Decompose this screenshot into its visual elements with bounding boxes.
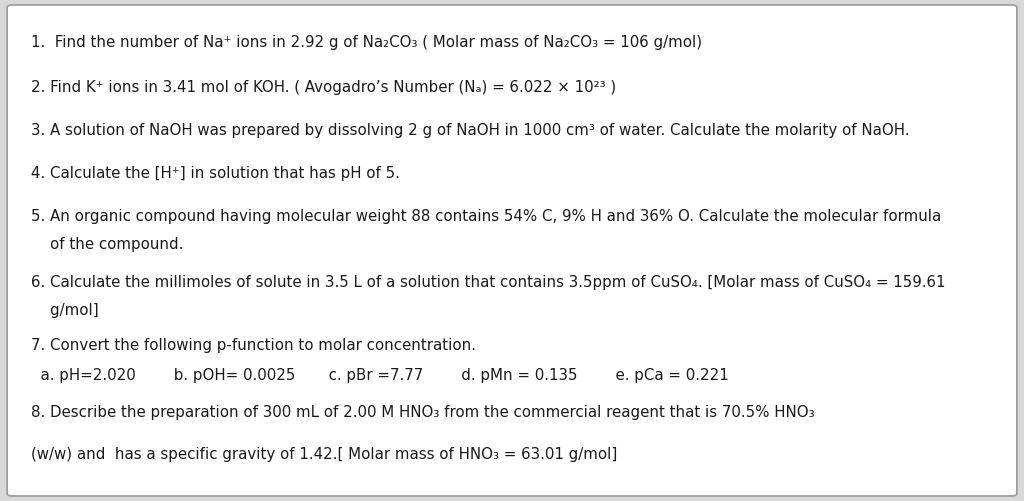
Text: 6. Calculate the millimoles of solute in 3.5 L of a solution that contains 3.5pp: 6. Calculate the millimoles of solute in… <box>31 275 945 290</box>
Text: (w/w) and  has a specific gravity of 1.42.[ Molar mass of HNO₃ = 63.01 g/mol]: (w/w) and has a specific gravity of 1.42… <box>31 447 617 462</box>
Text: 5. An organic compound having molecular weight 88 contains 54% C, 9% H and 36% O: 5. An organic compound having molecular … <box>31 209 941 224</box>
Text: 8. Describe the preparation of 300 mL of 2.00 M HNO₃ from the commercial reagent: 8. Describe the preparation of 300 mL of… <box>31 405 814 420</box>
Text: g/mol]: g/mol] <box>31 303 98 318</box>
Text: of the compound.: of the compound. <box>31 237 183 252</box>
Text: 4. Calculate the [H⁺] in solution that has pH of 5.: 4. Calculate the [H⁺] in solution that h… <box>31 166 399 181</box>
Text: 1.  Find the number of Na⁺ ions in 2.92 g of Na₂CO₃ ( Molar mass of Na₂CO₃ = 106: 1. Find the number of Na⁺ ions in 2.92 g… <box>31 35 701 50</box>
Text: 3. A solution of NaOH was prepared by dissolving 2 g of NaOH in 1000 cm³ of wate: 3. A solution of NaOH was prepared by di… <box>31 123 909 138</box>
Text: 7. Convert the following p-function to molar concentration.: 7. Convert the following p-function to m… <box>31 338 476 353</box>
Text: 2. Find K⁺ ions in 3.41 mol of KOH. ( Avogadro’s Number (Nₐ) = 6.022 × 10²³ ): 2. Find K⁺ ions in 3.41 mol of KOH. ( Av… <box>31 80 616 95</box>
Text: a. pH=2.020        b. pOH= 0.0025       c. pBr =7.77        d. pMn = 0.135      : a. pH=2.020 b. pOH= 0.0025 c. pBr =7.77 … <box>31 368 728 383</box>
